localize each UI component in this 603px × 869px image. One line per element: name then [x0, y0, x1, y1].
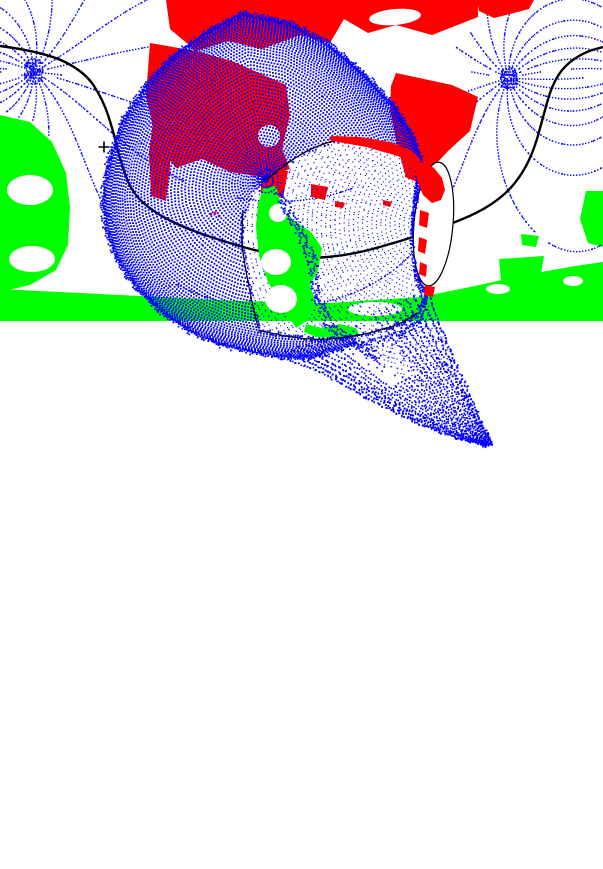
shell-surface-svg	[99, 10, 493, 449]
shell-surface-panel	[99, 10, 493, 449]
